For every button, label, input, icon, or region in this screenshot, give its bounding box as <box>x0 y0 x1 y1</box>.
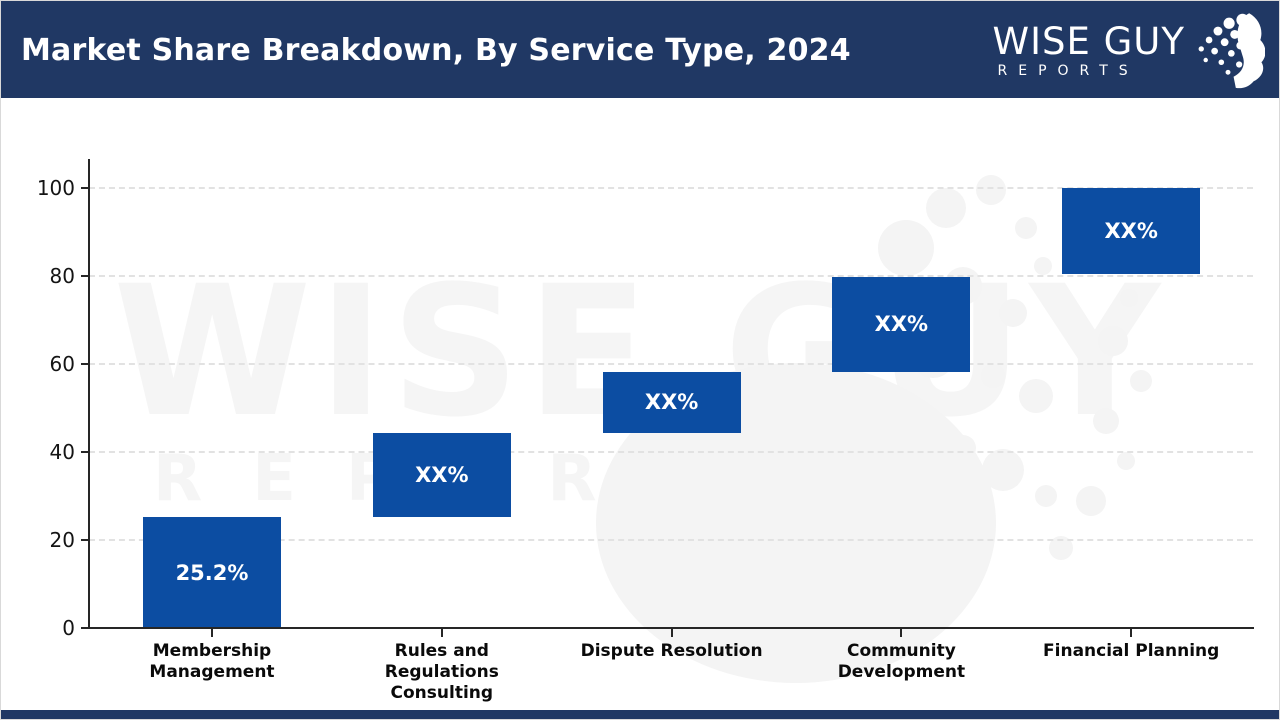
y-tick-mark <box>81 539 89 541</box>
y-tick-label: 40 <box>49 440 75 464</box>
x-tick-mark <box>900 629 903 637</box>
logo-reports-text: REPORTS <box>997 62 1139 79</box>
y-tick-mark <box>81 451 89 453</box>
x-category-label: Rules and Regulations Consulting <box>327 641 557 704</box>
x-category-label-line: Management <box>149 662 275 682</box>
x-category-label-line: Rules and <box>394 641 489 661</box>
bar-3: XX% <box>602 371 741 434</box>
bar-value-label: XX% <box>415 463 469 488</box>
y-tick-label: 100 <box>36 176 75 200</box>
x-tick-mark <box>440 629 443 637</box>
x-category-label: Membership Management <box>97 641 327 683</box>
y-tick-mark <box>81 187 89 189</box>
gridline-100 <box>89 187 1253 189</box>
gridline-60 <box>89 363 1253 365</box>
x-category-label-line: Dispute Resolution <box>580 641 763 661</box>
y-tick-label: 0 <box>62 616 75 640</box>
y-tick-label: 20 <box>49 528 75 552</box>
footer-bar <box>1 710 1279 719</box>
wiseguy-logo: WISE GUY REPORTS <box>993 9 1265 91</box>
gridline-40 <box>89 451 1253 453</box>
dotted-head-profile-icon <box>1198 13 1265 89</box>
header-bar: Market Share Breakdown, By Service Type,… <box>1 1 1279 98</box>
y-tick-label: 60 <box>49 352 75 376</box>
x-category-label-line: Consulting <box>390 683 494 703</box>
x-category-label-line: Development <box>837 662 966 682</box>
bar-4: XX% <box>832 276 971 372</box>
x-axis-line <box>88 627 1254 629</box>
x-category-label-line: Community <box>846 641 956 661</box>
x-category-label: Community Development <box>786 641 1016 683</box>
x-tick-mark <box>670 629 673 637</box>
x-tick-mark <box>1130 629 1133 637</box>
gridline-20 <box>89 539 1253 541</box>
bar-2: XX% <box>372 433 511 518</box>
bar-value-label: XX% <box>1104 218 1158 243</box>
y-tick-mark <box>81 275 89 277</box>
x-category-label: Financial Planning <box>1016 641 1246 662</box>
x-category-label-line: Financial Planning <box>1043 641 1220 661</box>
y-axis-line <box>88 159 90 629</box>
y-tick-label: 80 <box>49 264 75 288</box>
y-tick-mark <box>81 627 89 629</box>
gridline-80 <box>89 275 1253 277</box>
x-tick-mark <box>211 629 213 637</box>
x-category-label-line: Regulations <box>384 662 499 682</box>
bar-value-label: XX% <box>874 312 929 337</box>
watermark-head-dots <box>596 175 1152 683</box>
bar-1: 25.2% <box>143 517 281 628</box>
logo-wiseguy-text: WISE GUY <box>992 19 1185 63</box>
chart-title: Market Share Breakdown, By Service Type,… <box>21 33 851 68</box>
logo-text: WISE GUY REPORTS <box>992 19 1185 79</box>
x-category-label: Dispute Resolution <box>557 641 787 662</box>
x-category-label-line: Membership <box>152 641 272 661</box>
bar-value-label: XX% <box>644 390 699 415</box>
bar-5: XX% <box>1062 188 1201 274</box>
bar-value-label: 25.2% <box>175 560 249 585</box>
y-tick-mark <box>81 363 89 365</box>
